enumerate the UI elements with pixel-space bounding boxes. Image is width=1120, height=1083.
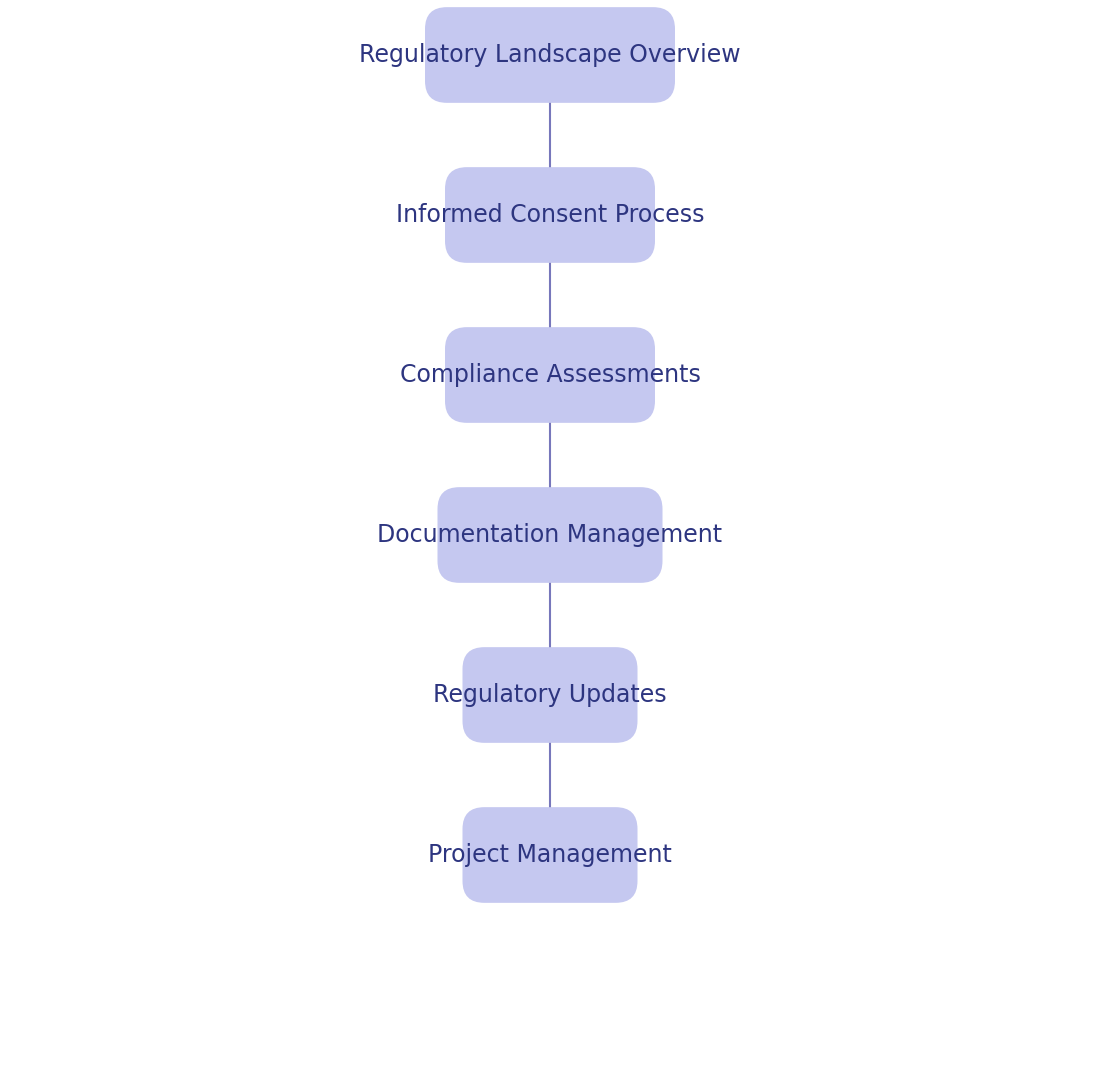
Text: Project Management: Project Management [428,843,672,867]
Text: Regulatory Updates: Regulatory Updates [433,683,666,707]
Text: Compliance Assessments: Compliance Assessments [400,363,700,387]
FancyBboxPatch shape [463,807,637,903]
FancyBboxPatch shape [463,648,637,743]
FancyBboxPatch shape [445,327,655,422]
Text: Regulatory Landscape Overview: Regulatory Landscape Overview [360,43,740,67]
Text: Informed Consent Process: Informed Consent Process [395,203,704,227]
FancyBboxPatch shape [438,487,663,583]
FancyBboxPatch shape [445,167,655,263]
Text: Documentation Management: Documentation Management [377,523,722,547]
FancyBboxPatch shape [424,8,675,103]
